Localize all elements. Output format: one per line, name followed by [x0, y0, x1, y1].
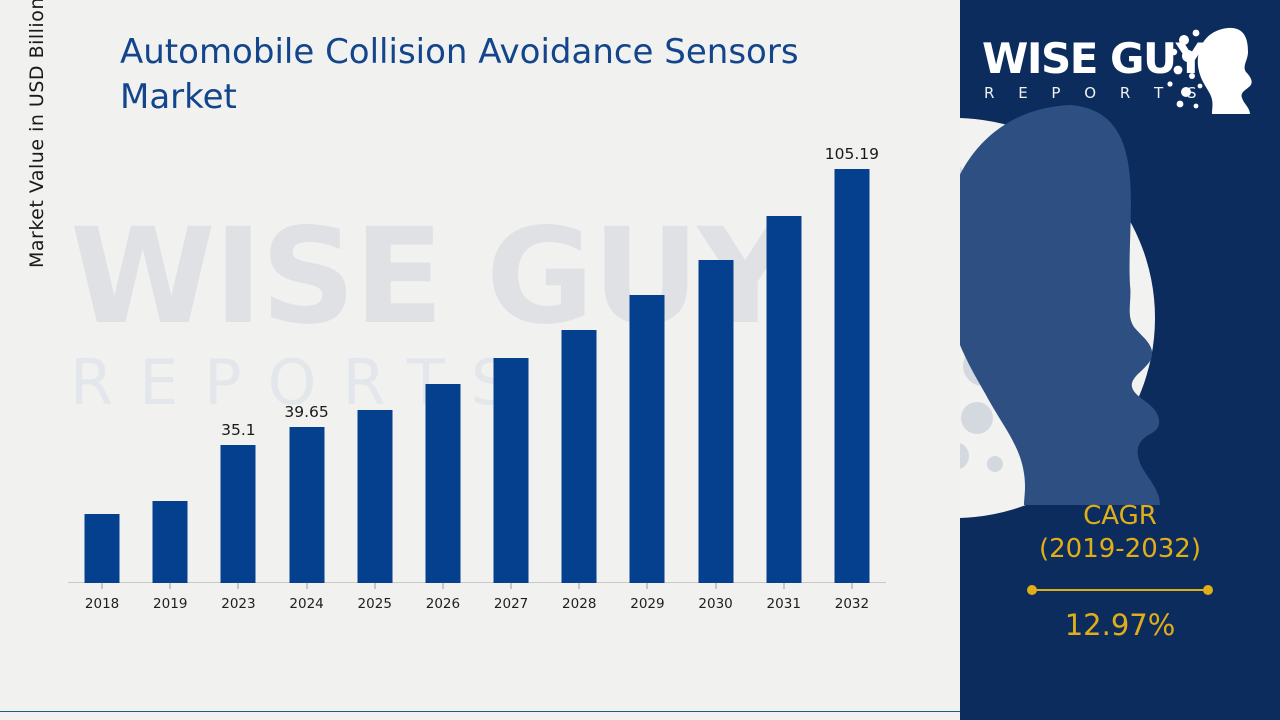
x-axis-tick-label: 2027 — [493, 596, 529, 612]
x-axis-tick-label: 2026 — [425, 596, 461, 612]
plot-area: 2018 2019 35.1 2023 39.65 2024 2025 2026 2027 202… — [68, 130, 886, 612]
x-axis-tick-label: 2030 — [698, 596, 733, 612]
x-axis-tick — [510, 583, 512, 589]
x-axis-tick — [237, 583, 239, 589]
bar-group: 2031 — [750, 130, 818, 612]
x-axis-tick — [578, 583, 580, 589]
bar — [561, 329, 597, 583]
bar — [698, 260, 734, 583]
bar — [220, 444, 256, 583]
x-axis-tick — [306, 583, 308, 589]
bar-group: 2019 — [136, 130, 204, 612]
page-title: Automobile Collision Avoidance Sensors M… — [120, 32, 799, 117]
cagr-title: CAGR — [1083, 501, 1157, 531]
bar — [357, 409, 393, 583]
x-axis-tick — [646, 583, 648, 589]
cagr-range: (2019-2032) — [1038, 534, 1201, 565]
x-axis-tick-label: 2028 — [562, 596, 597, 612]
bar-group: 105.19 2032 — [818, 130, 886, 612]
x-axis-line — [68, 582, 886, 583]
brand-logo: WISE GUY R E P O R T S — [976, 22, 1266, 118]
bar-value-label: 39.65 — [284, 402, 329, 421]
divider-dot-left — [1027, 584, 1037, 595]
bar — [766, 215, 802, 583]
bar-group: 39.65 2024 — [273, 130, 341, 612]
bar — [152, 500, 188, 583]
cagr-block: CAGR (2019-2032) 12.97% — [960, 500, 1280, 642]
bottom-accent-strip — [0, 711, 960, 712]
bar-value-label: 35.1 — [221, 420, 256, 439]
x-axis-tick-label: 2032 — [834, 596, 870, 612]
x-axis-tick — [169, 583, 171, 589]
x-axis-tick-label: 2018 — [84, 596, 120, 612]
x-axis-tick-label: 2023 — [221, 596, 256, 612]
bar-group: 2029 — [613, 130, 681, 612]
y-axis-title: Market Value in USD Billion — [26, 0, 48, 268]
bar-group: 2027 — [477, 130, 545, 612]
side-panel: WISE GUY R E P O R T S CAGR (2019-2032) — [960, 0, 1280, 720]
head-profile-dots-icon — [1167, 27, 1252, 115]
cagr-divider — [1027, 584, 1213, 596]
bar-group: 2030 — [682, 130, 750, 612]
x-axis-tick-label: 2031 — [766, 596, 801, 612]
cagr-value: 12.97% — [1064, 607, 1176, 642]
head-profile-silhouette-icon — [960, 105, 1160, 505]
x-axis-tick — [442, 583, 444, 589]
bar-group: 2025 — [341, 130, 409, 612]
bar-group: 2026 — [409, 130, 477, 612]
x-axis-tick-label: 2029 — [630, 596, 665, 612]
x-axis-tick — [101, 583, 103, 589]
bar-group: 35.1 2023 — [204, 130, 272, 612]
bar — [84, 514, 120, 583]
divider-line — [1033, 588, 1207, 591]
bar — [289, 426, 325, 583]
x-axis-tick — [783, 583, 785, 589]
logo-subtext: R E P O R T S — [984, 84, 1206, 102]
chart-panel: WISE GUY REPORTS Automobile Collision Av… — [0, 0, 960, 712]
bar-group: 2028 — [545, 130, 613, 612]
x-axis-tick-label: 2024 — [289, 596, 324, 612]
bar — [834, 168, 870, 583]
bar-value-label: 105.19 — [824, 144, 880, 163]
x-axis-tick — [715, 583, 717, 589]
bar-group: 2018 — [68, 130, 136, 612]
bar — [493, 357, 529, 583]
x-axis-tick — [374, 583, 376, 589]
logo-wordmark: WISE GUY — [982, 34, 1206, 83]
x-axis-tick-label: 2019 — [153, 596, 188, 612]
bar — [425, 383, 461, 583]
bar — [629, 294, 665, 583]
x-axis-tick — [851, 583, 853, 589]
divider-dot-right — [1203, 584, 1213, 595]
x-axis-tick-label: 2025 — [357, 596, 392, 612]
